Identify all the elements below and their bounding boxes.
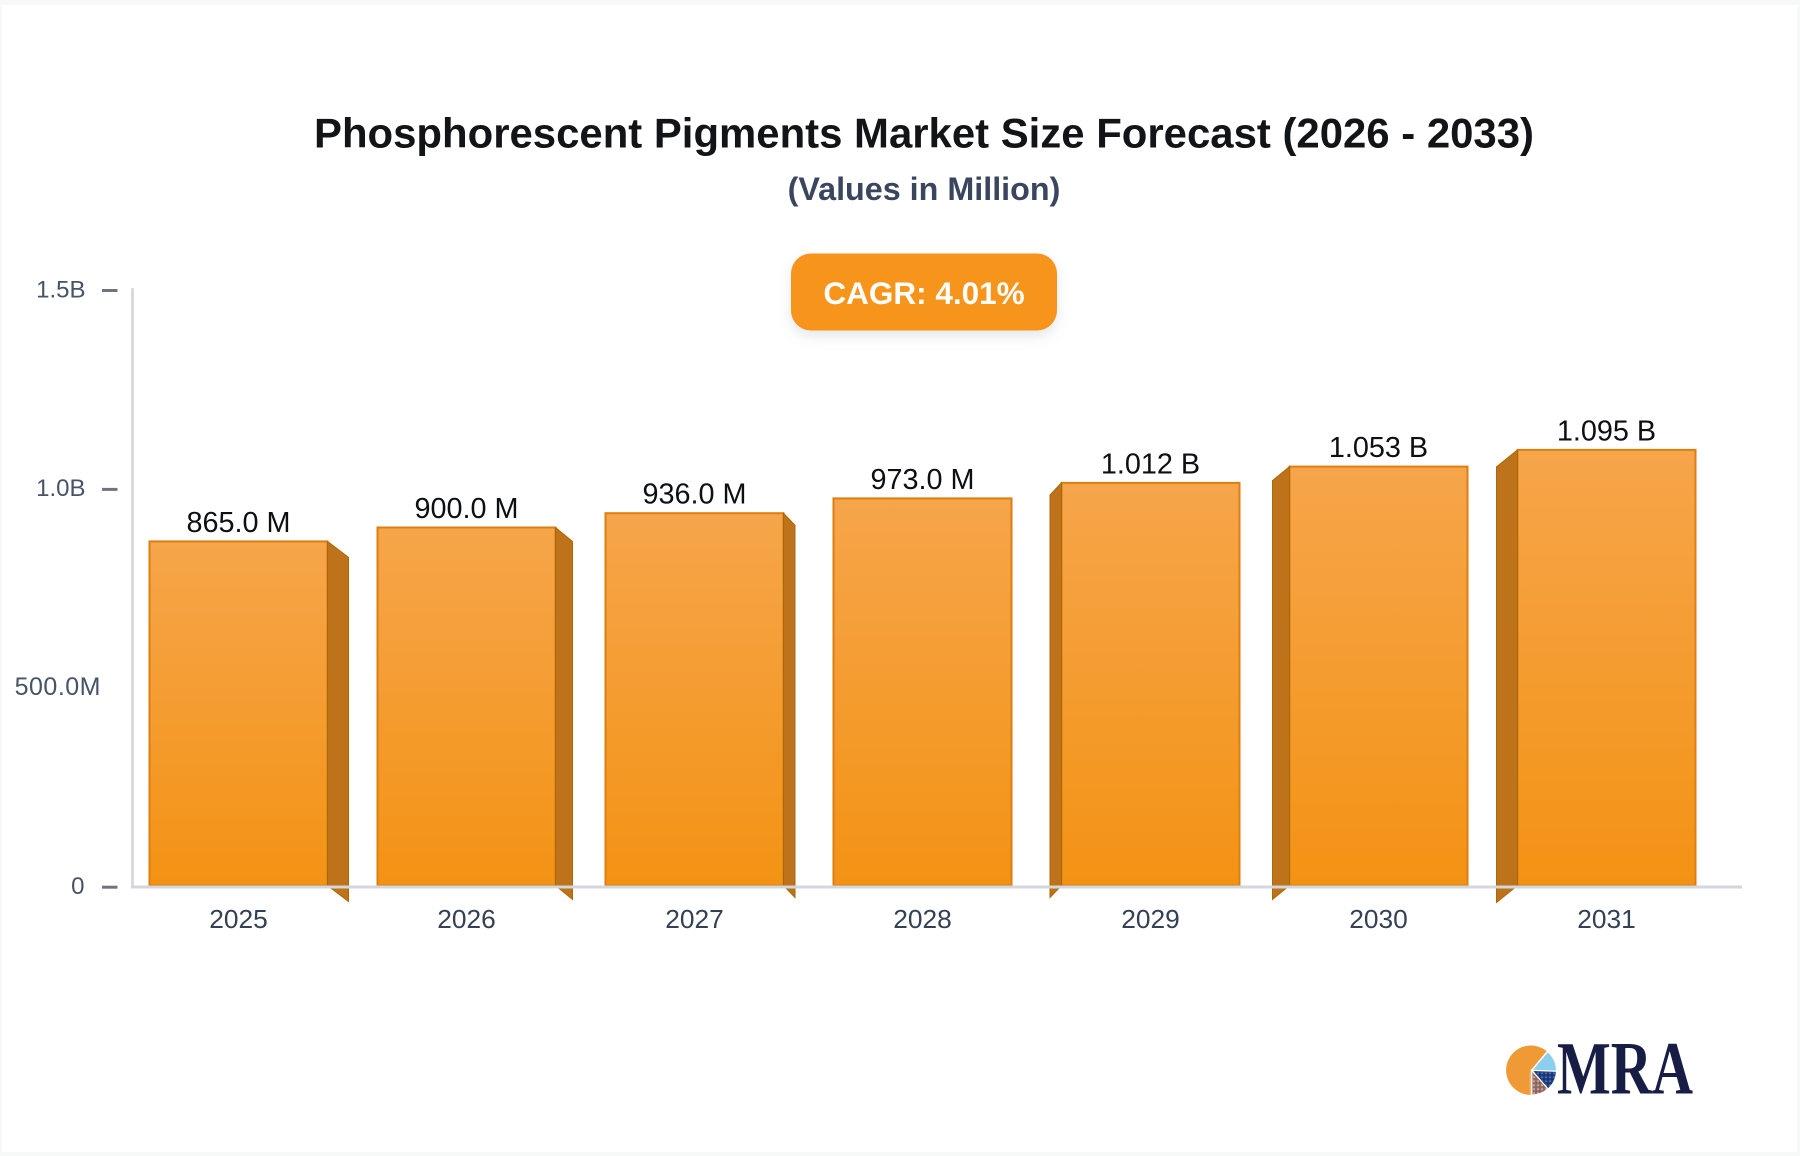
svg-text:(Values in Million): (Values in Million) — [788, 171, 1061, 207]
svg-text:1.5B: 1.5B — [36, 276, 85, 303]
svg-text:973.0 M: 973.0 M — [870, 464, 974, 496]
svg-text:936.0 M: 936.0 M — [642, 479, 746, 511]
svg-text:1.053 B: 1.053 B — [1329, 432, 1428, 464]
svg-text:Phosphorescent Pigments Market: Phosphorescent Pigments Market Size Fore… — [314, 110, 1534, 157]
svg-text:CAGR: 4.01%: CAGR: 4.01% — [823, 275, 1024, 311]
svg-text:900.0 M: 900.0 M — [414, 493, 518, 525]
svg-text:865.0 M: 865.0 M — [186, 507, 290, 539]
svg-text:2031: 2031 — [1577, 904, 1636, 934]
svg-text:1.095 B: 1.095 B — [1557, 415, 1656, 447]
svg-text:2028: 2028 — [893, 904, 952, 934]
svg-text:500.0M: 500.0M — [15, 673, 101, 701]
svg-text:MRA: MRA — [1557, 1028, 1693, 1111]
svg-text:2029: 2029 — [1121, 904, 1180, 934]
svg-text:0: 0 — [71, 873, 84, 900]
svg-text:2030: 2030 — [1349, 904, 1408, 934]
svg-text:2027: 2027 — [665, 904, 724, 934]
svg-text:1.0B: 1.0B — [36, 475, 85, 502]
svg-text:2026: 2026 — [437, 904, 496, 934]
svg-text:1.012 B: 1.012 B — [1101, 448, 1200, 480]
svg-text:2025: 2025 — [209, 904, 268, 934]
